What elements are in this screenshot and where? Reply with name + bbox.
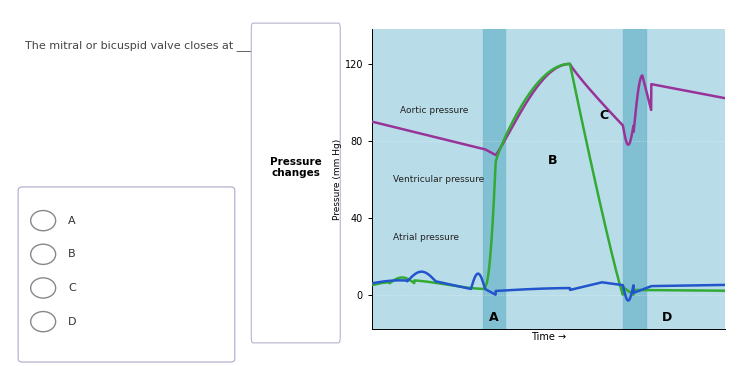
Text: B: B [68, 249, 76, 259]
Text: B: B [548, 154, 557, 167]
Text: C: C [599, 109, 608, 122]
FancyBboxPatch shape [251, 23, 340, 343]
Y-axis label: Pressure (mm Hg): Pressure (mm Hg) [333, 139, 341, 220]
Text: The mitral or bicuspid valve closes at _______.: The mitral or bicuspid valve closes at _… [25, 40, 280, 51]
Text: Aortic pressure: Aortic pressure [400, 105, 469, 115]
Text: Pressure
changes: Pressure changes [270, 157, 321, 179]
Text: D: D [662, 311, 673, 324]
Bar [484, 29, 504, 329]
Text: C: C [68, 283, 76, 293]
Bar [623, 29, 646, 329]
Text: Ventricular pressure: Ventricular pressure [394, 175, 484, 184]
Text: Atrial pressure: Atrial pressure [394, 232, 459, 242]
Text: D: D [68, 317, 77, 326]
X-axis label: Time →: Time → [531, 332, 566, 342]
FancyBboxPatch shape [18, 187, 235, 362]
Text: A: A [489, 311, 498, 324]
Text: A: A [68, 216, 76, 225]
